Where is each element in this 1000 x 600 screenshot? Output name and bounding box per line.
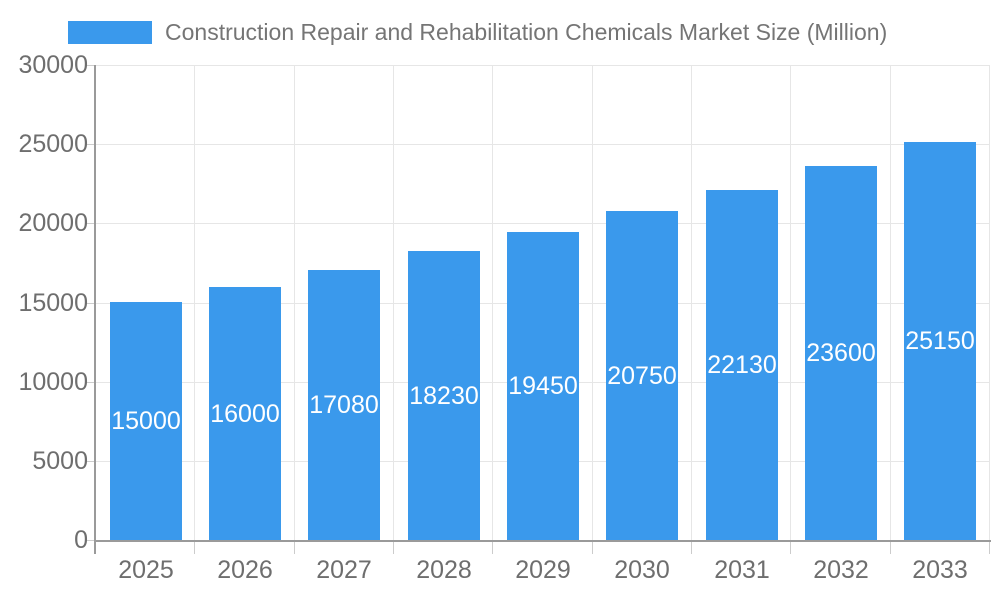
- gridline-horizontal: [96, 144, 990, 145]
- x-axis-tick: [890, 542, 891, 554]
- y-axis-tick: [87, 382, 96, 383]
- x-axis-label: 2032: [813, 556, 869, 584]
- x-axis-tick: [393, 542, 394, 554]
- x-axis-label: 2030: [614, 556, 670, 584]
- bar-value-label: 15000: [111, 407, 181, 435]
- x-axis-line: [94, 540, 991, 542]
- y-axis-tick: [87, 65, 96, 66]
- bar-2028[interactable]: 18230: [408, 251, 480, 540]
- bar-value-label: 19450: [508, 372, 578, 400]
- y-tick-label: 25000: [18, 130, 88, 158]
- bar-value-label: 20750: [607, 361, 677, 390]
- gridline-vertical: [194, 65, 195, 540]
- bar-value-label: 16000: [210, 399, 280, 428]
- x-axis-label: 2028: [416, 556, 472, 584]
- y-axis-line: [94, 65, 96, 554]
- gridline-horizontal: [96, 65, 990, 66]
- x-axis-label: 2029: [515, 556, 571, 584]
- x-axis-tick: [592, 542, 593, 554]
- x-axis-tick: [989, 542, 990, 554]
- x-axis-label: 2033: [912, 556, 968, 584]
- gridline-vertical: [294, 65, 295, 540]
- x-axis-tick: [691, 542, 692, 554]
- gridline-vertical: [691, 65, 692, 540]
- bar-value-label: 25150: [905, 327, 975, 355]
- plot-area: 15000 16000 17080 18230 19450 20750 22130 23600…: [96, 65, 990, 540]
- y-tick-label: 5000: [32, 447, 88, 475]
- gridline-vertical: [393, 65, 394, 540]
- bar-value-label: 17080: [309, 391, 379, 419]
- x-axis-label: 2025: [118, 556, 174, 584]
- legend-item[interactable]: Construction Repair and Rehabilitation C…: [68, 20, 887, 44]
- bar-2029[interactable]: 19450: [507, 232, 579, 540]
- bar-2032[interactable]: 23600: [805, 166, 877, 540]
- y-axis-tick: [87, 540, 96, 541]
- x-axis-tick: [294, 542, 295, 554]
- bar-2027[interactable]: 17080: [308, 270, 380, 540]
- bar-2033[interactable]: 25150: [904, 142, 976, 540]
- bar-2025[interactable]: 15000: [110, 302, 182, 540]
- x-axis-label: 2031: [714, 556, 770, 584]
- y-axis-tick: [87, 303, 96, 304]
- bar-value-label: 22130: [707, 351, 777, 379]
- y-tick-label: 15000: [18, 289, 88, 317]
- gridline-vertical: [989, 65, 990, 540]
- legend-swatch: [68, 20, 152, 44]
- legend-label: Construction Repair and Rehabilitation C…: [165, 19, 888, 45]
- bar-2030[interactable]: 20750: [606, 211, 678, 540]
- bar-value-label: 18230: [409, 381, 479, 410]
- x-axis-tick: [492, 542, 493, 554]
- y-tick-label: 0: [74, 526, 88, 554]
- y-tick-label: 20000: [18, 209, 88, 237]
- y-axis-tick: [87, 144, 96, 145]
- bar-2031[interactable]: 22130: [706, 190, 778, 540]
- y-axis-tick: [87, 223, 96, 224]
- gridline-vertical: [890, 65, 891, 540]
- bar-value-label: 23600: [806, 339, 876, 367]
- y-tick-label: 10000: [18, 368, 88, 396]
- gridline-vertical: [492, 65, 493, 540]
- bar-2026[interactable]: 16000: [209, 287, 281, 540]
- x-axis-tick: [790, 542, 791, 554]
- gridline-horizontal: [96, 223, 990, 224]
- gridline-vertical: [592, 65, 593, 540]
- y-axis-tick: [87, 461, 96, 462]
- y-tick-label: 30000: [18, 51, 88, 79]
- x-axis-label: 2026: [217, 556, 273, 584]
- x-axis-tick: [194, 542, 195, 554]
- gridline-vertical: [790, 65, 791, 540]
- x-axis-label: 2027: [316, 556, 372, 584]
